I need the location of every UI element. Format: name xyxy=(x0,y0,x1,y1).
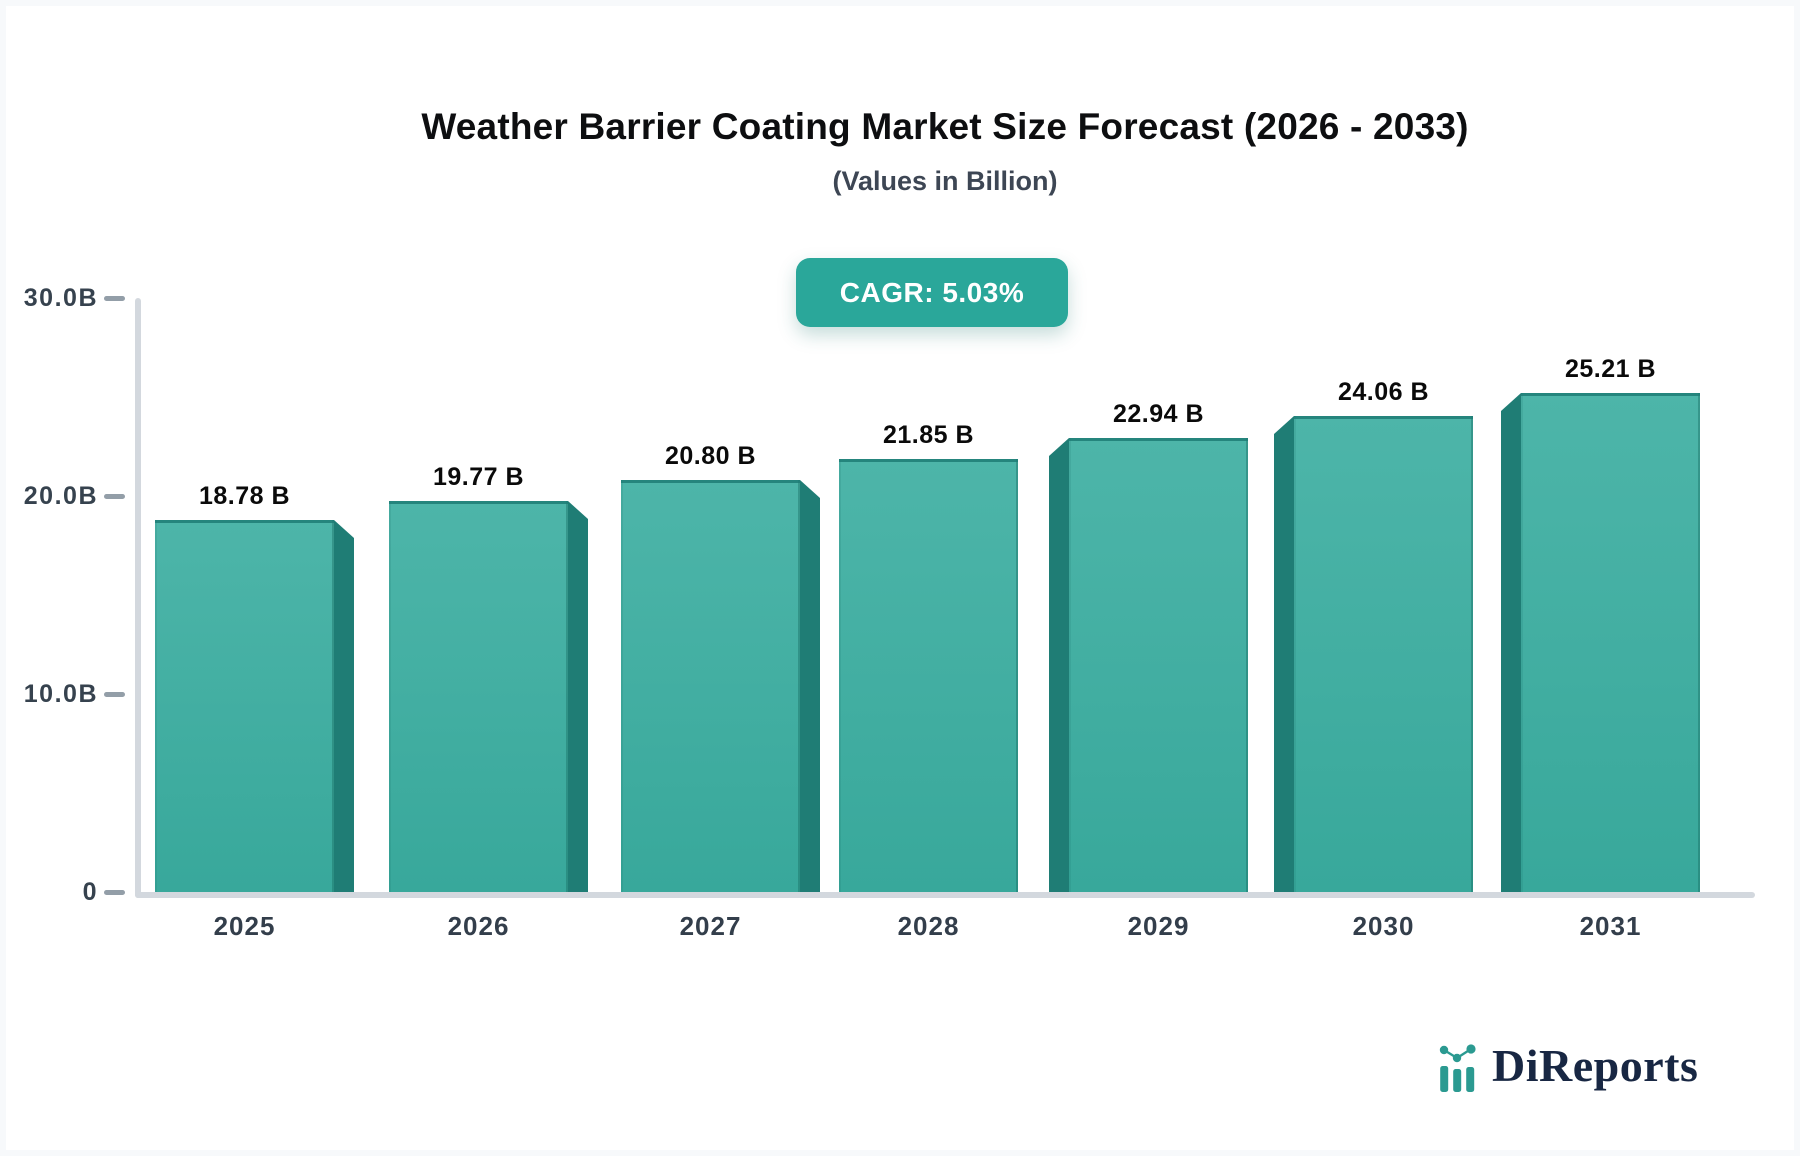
brand-bars-icon xyxy=(1439,1044,1483,1092)
brand-name: DiReports xyxy=(1492,1040,1699,1091)
x-axis-label-2027: 2027 xyxy=(679,911,742,941)
cagr-badge: CAGR: 5.03% xyxy=(796,258,1068,327)
x-axis-label-2028: 2028 xyxy=(897,911,960,941)
x-axis-label-2025: 2025 xyxy=(213,911,276,941)
plot-area: 18.78 B 2025 19.77 B 2026 20.80 B 2027 21.85 B… xyxy=(135,298,1755,941)
bar-side-face xyxy=(1501,393,1521,892)
y-axis-line xyxy=(135,298,141,898)
bar-value-label: 19.77 B xyxy=(432,463,525,491)
bar-value-label: 25.21 B xyxy=(1564,355,1657,383)
y-axis-tick-label: 20.0B xyxy=(23,482,98,510)
brand-logo: DiReports xyxy=(1439,1040,1698,1092)
bar-side-face xyxy=(568,501,588,892)
bar-front-face xyxy=(389,501,568,892)
y-axis-tick-mark xyxy=(104,889,125,895)
bar-2025 xyxy=(155,520,354,892)
y-axis-tick-mark xyxy=(104,493,125,499)
x-axis-label-2029: 2029 xyxy=(1127,911,1190,941)
y-axis-tick-label: 30.0B xyxy=(23,284,98,312)
bar-side-face xyxy=(334,520,354,892)
y-axis-tick-label: 0 xyxy=(82,878,98,906)
bar-2029 xyxy=(1049,438,1248,892)
bar-side-face xyxy=(1274,416,1294,892)
bar-2031 xyxy=(1501,393,1700,892)
bar-value-label: 22.94 B xyxy=(1112,400,1205,428)
x-axis-label-2030: 2030 xyxy=(1352,911,1415,941)
bar-2030 xyxy=(1274,416,1473,892)
bar-side-face xyxy=(800,480,820,892)
bar-2027 xyxy=(621,480,820,892)
bar-front-face xyxy=(839,459,1018,892)
bar-2026 xyxy=(389,501,588,892)
chart-card: Weather Barrier Coating Market Size Fore… xyxy=(6,6,1794,1150)
x-axis-label-2031: 2031 xyxy=(1579,911,1642,941)
bar-value-label: 18.78 B xyxy=(198,482,291,510)
bar-value-label: 20.80 B xyxy=(664,442,757,470)
bar-front-face xyxy=(621,480,800,892)
bar-value-label: 24.06 B xyxy=(1337,378,1430,406)
bar-value-label: 21.85 B xyxy=(882,421,975,449)
bar-2028 xyxy=(839,459,1018,892)
chart-title: Weather Barrier Coating Market Size Fore… xyxy=(421,106,1469,147)
bar-front-face xyxy=(1521,393,1700,892)
x-axis-line xyxy=(135,892,1755,898)
x-axis-label-2026: 2026 xyxy=(447,911,510,941)
chart-subtitle: (Values in Billion) xyxy=(832,166,1058,196)
bar-front-face xyxy=(1294,416,1473,892)
bar-front-face xyxy=(1069,438,1248,892)
bar-front-face xyxy=(155,520,334,892)
y-axis-tick-mark xyxy=(104,691,125,697)
y-axis-tick-mark xyxy=(104,295,125,301)
bar-side-face xyxy=(1049,438,1069,892)
y-axis-tick-label: 10.0B xyxy=(23,680,98,708)
